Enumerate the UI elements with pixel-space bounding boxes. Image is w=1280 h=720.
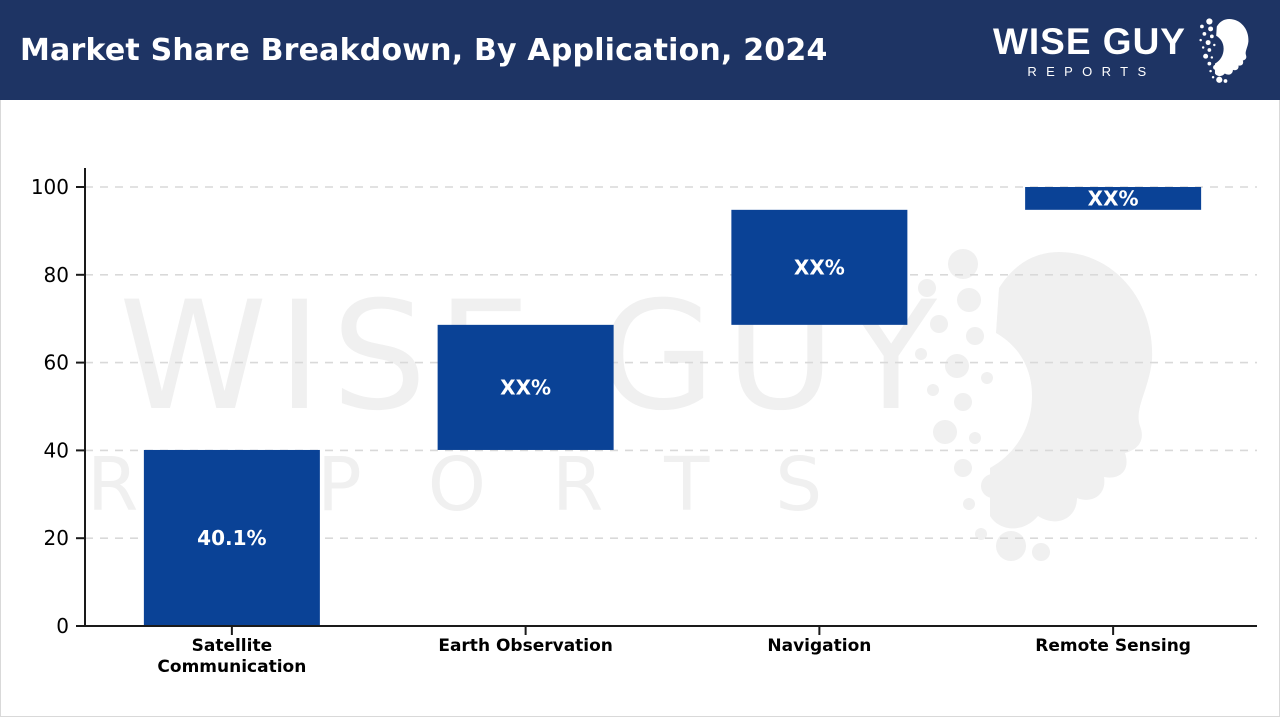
y-tick-label-100: 100 bbox=[31, 175, 69, 199]
y-tick-label-40: 40 bbox=[44, 438, 69, 462]
page-title: Market Share Breakdown, By Application, … bbox=[20, 32, 828, 68]
brand-logo: WISE GUY REPORTS bbox=[993, 11, 1254, 89]
y-tick-label-80: 80 bbox=[44, 263, 69, 287]
bar-remote-sensing bbox=[1025, 187, 1202, 210]
y-tick-label-60: 60 bbox=[44, 351, 69, 375]
x-category-label-navigation: Navigation bbox=[767, 636, 871, 656]
y-tick-label-20: 20 bbox=[44, 526, 69, 550]
bar-label-navigation: XX% bbox=[794, 255, 845, 279]
x-category-label-remote-sensing: Remote Sensing bbox=[1035, 636, 1191, 656]
header-bar: Market Share Breakdown, By Application, … bbox=[0, 0, 1280, 100]
bar-label-remote-sensing: XX% bbox=[1088, 186, 1139, 210]
brand-name-label: WISE GUY bbox=[992, 20, 1186, 62]
bar-label-earth-observation: XX% bbox=[500, 375, 551, 399]
bar-satellite-communication bbox=[143, 449, 320, 626]
chart-area: WISE GUY REPORTS 40.1% XX% XX% XX% 0 20 40 60 80… bbox=[0, 100, 1280, 717]
x-category-label-satellite-communication: Satellite bbox=[192, 636, 273, 656]
bar-earth-observation bbox=[437, 324, 614, 450]
y-tick-label-0: 0 bbox=[56, 614, 69, 638]
x-category-label-satellite-communication: Communication bbox=[157, 657, 306, 677]
chart: 40.1% XX% XX% XX% 0 20 40 60 80 100 SatelliteCommu… bbox=[31, 168, 1257, 677]
wiseguy-head-icon bbox=[1192, 11, 1254, 89]
x-category-label-earth-observation: Earth Observation bbox=[438, 636, 613, 656]
bar-navigation bbox=[731, 209, 908, 325]
bar-label-satellite-communication: 40.1% bbox=[197, 526, 266, 550]
brand-reports-label: REPORTS bbox=[1027, 63, 1156, 79]
brand-logo-text: WISE GUY REPORTS bbox=[993, 23, 1186, 78]
